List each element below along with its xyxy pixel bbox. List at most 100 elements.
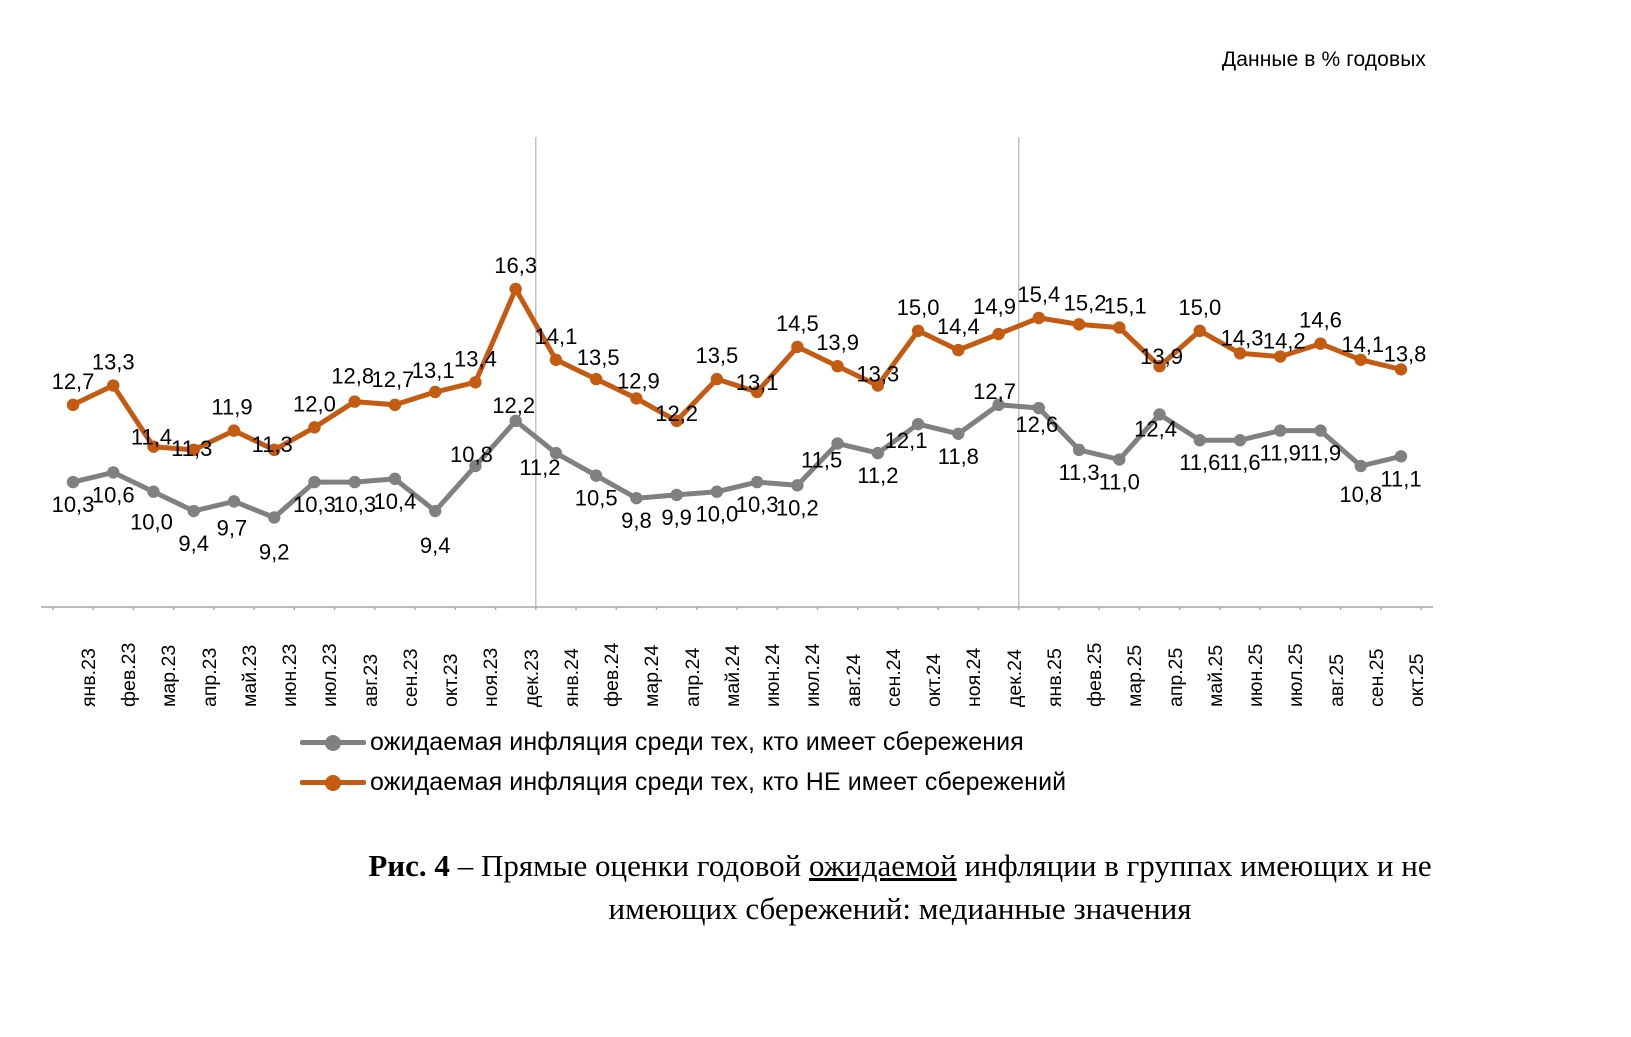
series-points-no-savings bbox=[66, 282, 1408, 457]
data-label: 10,4 bbox=[374, 489, 417, 514]
caption-text-underlined: ожидаемой bbox=[808, 848, 957, 883]
data-label: 10,2 bbox=[776, 495, 819, 520]
x-axis-label: янв.23 bbox=[78, 648, 100, 707]
data-label: 11,6 bbox=[1219, 450, 1260, 475]
data-label: 12,0 bbox=[293, 391, 336, 416]
x-axis-label: май.25 bbox=[1204, 644, 1227, 707]
data-label: 9,4 bbox=[420, 533, 451, 558]
data-label: 13,9 bbox=[816, 330, 859, 355]
data-label: 11,6 bbox=[1179, 450, 1220, 475]
x-axis-label: июл.23 bbox=[319, 643, 342, 707]
chart-unit-note: Данные в % годовых bbox=[1221, 48, 1426, 71]
caption-line-2: имеющих и не имеющих сбережений: медианн… bbox=[608, 848, 1432, 926]
legend-item-no-savings[interactable]: ожидаемая инфляция среди тех, кто НЕ име… bbox=[300, 762, 1300, 802]
legend-marker-no-savings-icon bbox=[300, 773, 366, 791]
x-axis-label: фев.24 bbox=[601, 642, 624, 707]
data-label: 11,0 bbox=[1099, 470, 1140, 495]
data-label: 11,1 bbox=[1380, 466, 1421, 491]
data-label: 11,2 bbox=[519, 455, 560, 480]
data-label: 10,8 bbox=[1339, 482, 1382, 507]
separator-lines bbox=[535, 137, 1020, 607]
x-axis-label: мар.25 bbox=[1124, 644, 1147, 707]
data-label: 14,9 bbox=[973, 294, 1016, 319]
data-label: 10,3 bbox=[293, 492, 336, 517]
data-label: 14,3 bbox=[1221, 325, 1264, 350]
data-label: 13,1 bbox=[736, 370, 779, 395]
line-chart-svg: 12,713,311,4 11,311,911,312,012,812,713,1… bbox=[41, 137, 1433, 610]
series-line-no-savings bbox=[70, 286, 1404, 453]
data-label: 10,5 bbox=[575, 486, 618, 511]
x-axis-label: ноя.23 bbox=[480, 647, 503, 707]
data-label: 11,9 bbox=[211, 395, 252, 420]
data-label: 14,1 bbox=[534, 324, 577, 349]
x-axis-label: янв.25 bbox=[1043, 648, 1066, 707]
data-label: 16,3 bbox=[494, 253, 537, 278]
legend-label-no-savings: ожидаемая инфляция среди тех, кто НЕ име… bbox=[370, 767, 1067, 796]
data-label: 9,8 bbox=[621, 508, 652, 533]
data-label: 14,2 bbox=[1263, 329, 1306, 354]
data-label: 11,9 bbox=[1300, 441, 1341, 466]
data-label: 10,0 bbox=[130, 510, 173, 535]
data-label: 15,1 bbox=[1104, 294, 1147, 319]
caption-text-a: Прямые оценки годовой bbox=[480, 848, 809, 883]
figure-caption: Рис. 4 – Прямые оценки годовой ожидаемой… bbox=[300, 845, 1500, 931]
x-axis-labels: янв.23 фев.23 мар.23 апр.23 май.23 июн.23 июл.… bbox=[0, 615, 1631, 725]
data-label: 13,5 bbox=[577, 345, 620, 370]
x-axis-label: июн.23 bbox=[279, 643, 302, 707]
data-label: 9,4 bbox=[178, 531, 209, 556]
data-label: 12,9 bbox=[617, 368, 660, 393]
legend-marker-savings-icon bbox=[300, 733, 366, 751]
data-label: 13,4 bbox=[454, 346, 497, 371]
data-label: 13,5 bbox=[695, 343, 738, 368]
x-axis-label: июн.24 bbox=[762, 643, 785, 707]
data-label: 12,2 bbox=[655, 401, 698, 426]
data-label: 12,2 bbox=[492, 393, 535, 418]
data-label: 12,7 bbox=[372, 367, 415, 392]
figure-number: Рис. 4 bbox=[368, 848, 450, 883]
x-axis-label: фев.23 bbox=[118, 642, 141, 707]
x-axis-label: дек.23 bbox=[520, 649, 543, 707]
data-label: 14,5 bbox=[776, 311, 819, 336]
data-label: 10,6 bbox=[92, 482, 135, 507]
data-label: 9,7 bbox=[217, 515, 248, 540]
data-label: 10,3 bbox=[333, 492, 376, 517]
data-label: 10,3 bbox=[736, 492, 779, 517]
data-label: 11,2 bbox=[857, 463, 898, 488]
data-label: 11,3 bbox=[252, 432, 293, 457]
caption-dash: – bbox=[449, 848, 481, 883]
data-labels-no-savings: 12,713,311,4 11,311,911,312,012,812,713,1… bbox=[52, 253, 1427, 461]
data-label: 13,3 bbox=[92, 350, 135, 375]
data-label: 12,8 bbox=[331, 364, 374, 389]
data-label: 14,4 bbox=[937, 314, 980, 339]
data-label: 12,7 bbox=[52, 369, 95, 394]
x-axis-label: авг.24 bbox=[842, 653, 865, 707]
x-axis-label: окт.25 bbox=[1406, 653, 1428, 707]
data-label: 13,1 bbox=[412, 358, 455, 383]
data-label: 12,7 bbox=[973, 379, 1016, 404]
data-label: 10,8 bbox=[450, 442, 493, 467]
x-axis-label: сен.25 bbox=[1365, 648, 1388, 707]
x-axis-label: май.24 bbox=[721, 644, 744, 707]
data-label: 13,9 bbox=[1140, 344, 1183, 369]
data-label: 15,0 bbox=[1178, 295, 1221, 320]
x-axis-label: июл.25 bbox=[1285, 643, 1308, 707]
caption-text-b: инфляции в группах bbox=[956, 848, 1233, 883]
legend-item-savings[interactable]: ожидаемая инфляция среди тех, кто имеет … bbox=[300, 722, 1300, 762]
data-label: 14,1 bbox=[1341, 332, 1384, 357]
data-label: 11,4 bbox=[131, 425, 172, 450]
data-label: 11,3 bbox=[1058, 460, 1099, 485]
data-label: 15,0 bbox=[897, 295, 940, 320]
data-label: 10,3 bbox=[52, 492, 95, 517]
x-axis-label: апр.23 bbox=[198, 647, 221, 707]
x-axis-label: янв.24 bbox=[560, 648, 583, 707]
axis-line-group bbox=[41, 606, 1433, 610]
x-axis-label: сен.24 bbox=[882, 648, 905, 707]
x-axis-label: авг.23 bbox=[359, 653, 382, 707]
legend-label-savings: ожидаемая инфляция среди тех, кто имеет … bbox=[370, 727, 1024, 756]
data-label: 13,3 bbox=[856, 362, 899, 387]
x-axis-label: дек.24 bbox=[1003, 649, 1026, 707]
x-axis-label: мар.23 bbox=[158, 644, 181, 707]
data-label: 11,8 bbox=[938, 444, 979, 469]
chart-legend: ожидаемая инфляция среди тех, кто имеет … bbox=[300, 722, 1300, 802]
x-axis-label: май.23 bbox=[238, 644, 261, 707]
